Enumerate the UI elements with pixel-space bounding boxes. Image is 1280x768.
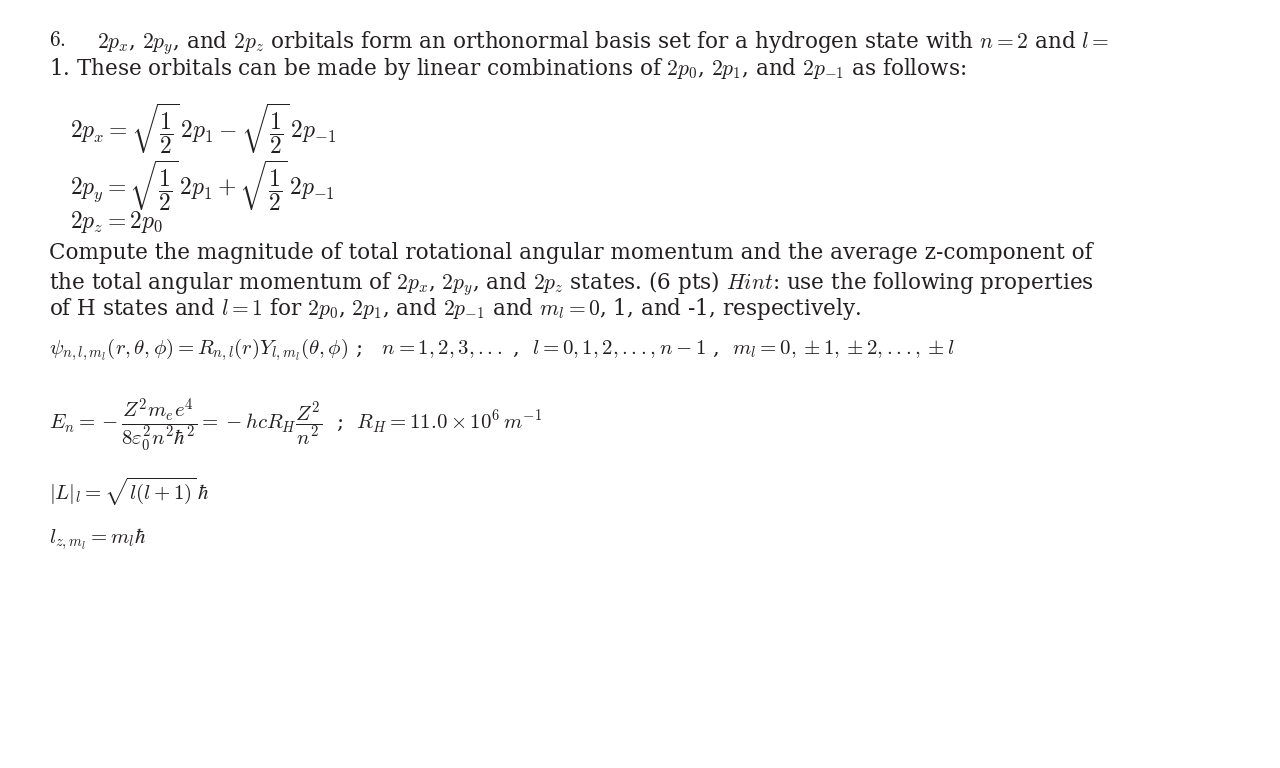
Text: of H states and $l = 1$ for $2p_0$, $2p_1$, and $2p_{-1}$ and $m_l = 0$, 1, and : of H states and $l = 1$ for $2p_0$, $2p_… [49,296,860,322]
Text: $\psi_{n,l,m_l}(r,\theta,\phi) = R_{n,l}(r)Y_{l,m_l}(\theta,\phi)$ ;   $n = 1,2,: $\psi_{n,l,m_l}(r,\theta,\phi) = R_{n,l}… [49,336,955,362]
Text: $2p_x$, $2p_y$, and $2p_z$ orbitals form an orthonormal basis set for a hydrogen: $2p_x$, $2p_y$, and $2p_z$ orbitals form… [97,29,1110,57]
Text: $\mathbf{6.}$: $\mathbf{6.}$ [49,29,65,51]
Text: 1. These orbitals can be made by linear combinations of $2p_0$, $2p_1$, and $2p_: 1. These orbitals can be made by linear … [49,56,966,82]
Text: $|L|_l = \sqrt{l(l+1)}\,\hbar$: $|L|_l = \sqrt{l(l+1)}\,\hbar$ [49,476,209,508]
Text: the total angular momentum of $2p_x$, $2p_y$, and $2p_z$ states. (6 pts) $\mathi: the total angular momentum of $2p_x$, $2… [49,269,1093,298]
Text: $E_n = -\dfrac{Z^2m_e e^4}{8\varepsilon_0^2 n^2\hbar^2} = -hcR_H\dfrac{Z^2}{n^2}: $E_n = -\dfrac{Z^2m_e e^4}{8\varepsilon_… [49,397,541,455]
Text: Compute the magnitude of total rotational angular momentum and the average z-com: Compute the magnitude of total rotationa… [49,242,1092,264]
Text: $2p_x = \sqrt{\dfrac{1}{2}}\,2p_1 - \sqrt{\dfrac{1}{2}}\,2p_{-1}$: $2p_x = \sqrt{\dfrac{1}{2}}\,2p_1 - \sqr… [70,101,337,157]
Text: $2p_z = 2p_0$: $2p_z = 2p_0$ [70,209,163,235]
Text: $l_{z,m_l} = m_l\hbar$: $l_{z,m_l} = m_l\hbar$ [49,526,146,552]
Text: $2p_y = \sqrt{\dfrac{1}{2}}\,2p_1 + \sqrt{\dfrac{1}{2}}\,2p_{-1}$: $2p_y = \sqrt{\dfrac{1}{2}}\,2p_1 + \sqr… [70,159,335,214]
